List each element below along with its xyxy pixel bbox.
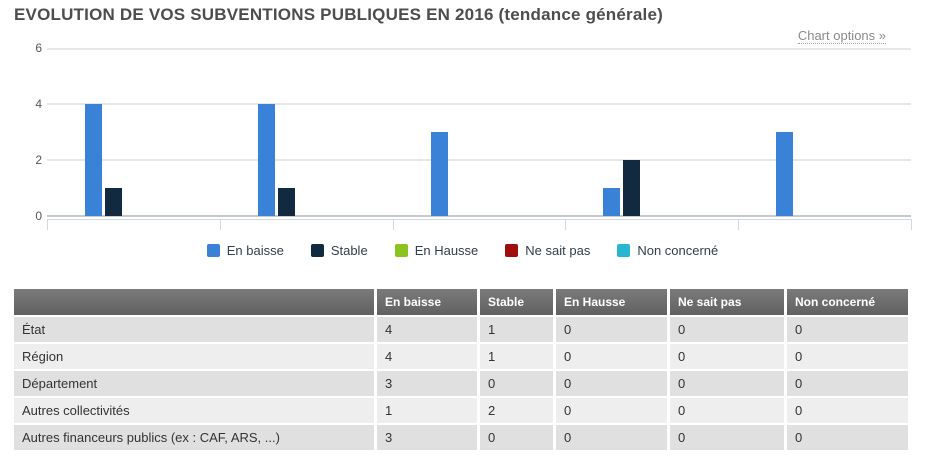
table-row: Autres collectivités 1 2 0 0 0 [14,398,908,423]
gridline-y0 [47,215,911,217]
table-header-Ne sait pas: Ne sait pas [670,289,784,315]
x-axis-tick [738,219,740,230]
table-header-En baisse: En baisse [377,289,477,315]
table-row: État 4 1 0 0 0 [14,317,908,342]
row-label: Autres financeurs publics (ex : CAF, ARS… [14,425,374,450]
cell-value: 3 [377,371,477,396]
legend-label: Ne sait pas [525,243,591,258]
legend-swatch-icon [617,244,631,257]
cell-value: 0 [670,371,784,396]
legend-swatch-icon [505,244,519,257]
legend-item-Non concerné: Non concerné [617,243,718,258]
cell-value: 0 [556,425,667,450]
page-title: EVOLUTION DE VOS SUBVENTIONS PUBLIQUES E… [14,5,663,24]
table-header-row: En baisse Stable En Hausse Ne sait pas Non c… [14,289,908,315]
bar-Stable-État [104,188,122,216]
row-label: État [14,317,374,342]
cell-value: 0 [787,344,908,369]
cell-value: 0 [556,317,667,342]
legend-label: En baisse [226,243,284,258]
cell-value: 0 [670,344,784,369]
bar-Stable-Autres collectivités [623,160,641,216]
cell-value: 3 [377,425,477,450]
table-header-empty [14,289,374,315]
legend-swatch-icon [206,244,220,257]
cell-value: 0 [670,398,784,423]
y-tick-label-0: 0 [35,209,42,223]
row-label: Autres collectivités [14,398,374,423]
legend-item-Stable: Stable [310,243,368,258]
cell-value: 0 [787,317,908,342]
cell-value: 4 [377,317,477,342]
gridline-y6 [47,48,911,50]
table-row: Département 3 0 0 0 0 [14,371,908,396]
cell-value: 0 [670,317,784,342]
cell-value: 0 [787,425,908,450]
table-header-Non concerné: Non concerné [787,289,908,315]
cell-value: 1 [480,317,553,342]
row-label: Région [14,344,374,369]
cell-value: 0 [670,425,784,450]
gridline-y4 [47,103,911,105]
x-axis-tick [911,219,912,230]
x-axis-tick [219,219,221,230]
cell-value: 2 [480,398,553,423]
x-axis-tick [565,219,567,230]
x-axis-line [47,219,912,220]
cell-value: 0 [787,371,908,396]
legend-item-En baisse: En baisse [206,243,284,258]
y-tick-label-4: 4 [35,97,42,111]
legend-swatch-icon [394,244,408,257]
cell-value: 1 [480,344,553,369]
chart-options-link[interactable]: Chart options » [797,28,886,44]
legend-swatch-icon [310,244,324,257]
y-tick-label-6: 6 [35,41,42,55]
cell-value: 0 [556,344,667,369]
cell-value: 0 [787,398,908,423]
chart-legend: En baisse Stable En Hausse Ne sait pas Non c… [14,243,911,258]
y-tick-label-2: 2 [35,153,42,167]
x-axis-tick [392,219,394,230]
cell-value: 0 [480,371,553,396]
bar-En baisse-Département [430,132,448,216]
legend-label: Non concerné [637,243,719,258]
cell-value: 0 [556,371,667,396]
table-row: Région 4 1 0 0 0 [14,344,908,369]
cell-value: 4 [377,344,477,369]
cell-value: 0 [480,425,553,450]
table-header-Stable: Stable [480,289,553,315]
bar-chart-plot [47,48,911,217]
bar-En baisse-Autres collectivités [603,188,621,216]
table-header-En Hausse: En Hausse [556,289,667,315]
table-row: Autres financeurs publics (ex : CAF, ARS… [14,425,908,450]
legend-label: Stable [330,243,368,258]
x-axis-tick [47,219,48,230]
cell-value: 1 [377,398,477,423]
bar-En baisse-État [84,104,102,216]
row-label: Département [14,371,374,396]
gridline-y2 [47,159,911,161]
bar-Stable-Région [277,188,295,216]
legend-item-Ne sait pas: Ne sait pas [505,243,590,258]
bar-En baisse-Autres financeurs publics (ex : CAF, ARS, ...) [776,132,794,216]
cell-value: 0 [556,398,667,423]
legend-item-En Hausse: En Hausse [394,243,479,258]
legend-label: En Hausse [414,243,479,258]
bar-En baisse-Région [257,104,275,216]
results-table: En baisse Stable En Hausse Ne sait pas Non c… [11,287,911,452]
